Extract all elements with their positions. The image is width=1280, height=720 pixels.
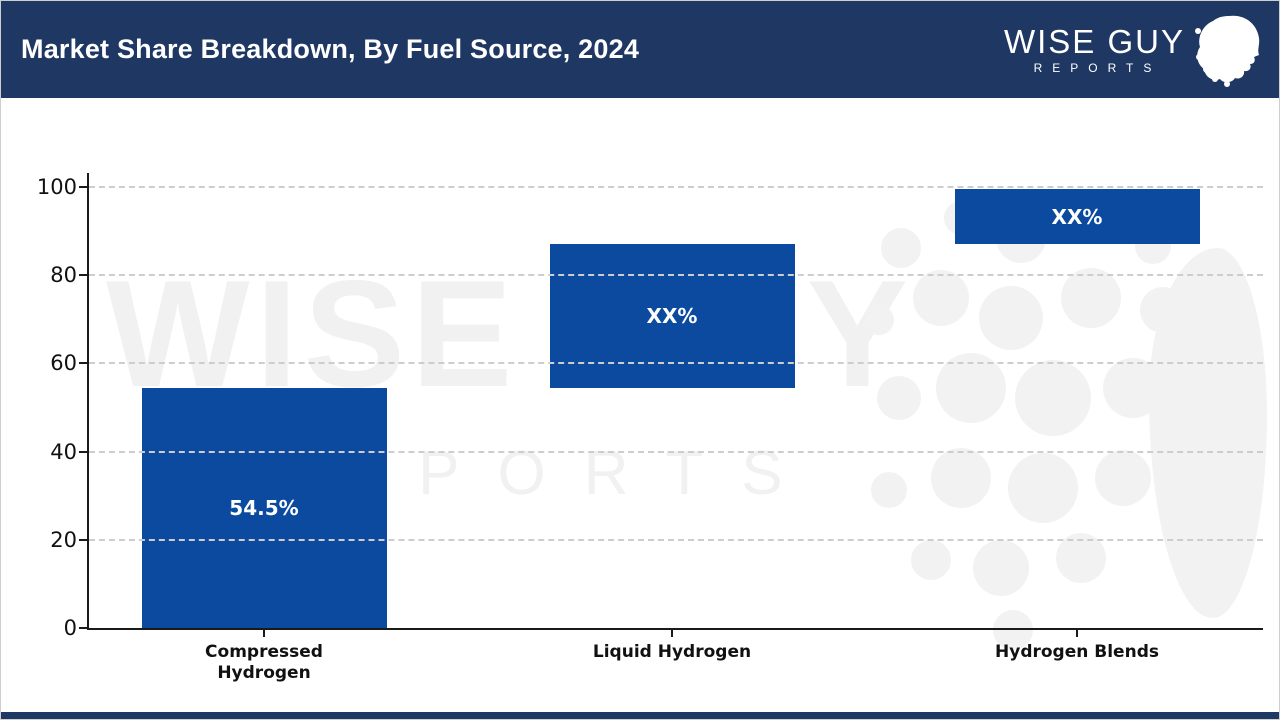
watermark-dot (1140, 287, 1186, 333)
watermark-dot (911, 540, 951, 580)
bar-segment (141, 387, 387, 628)
y-tick-mark (79, 538, 87, 541)
y-tick-mark (79, 274, 87, 277)
watermark-dot (973, 540, 1029, 596)
y-tick-mark (79, 186, 87, 188)
x-axis-line (87, 628, 1263, 630)
watermark-dot (931, 448, 991, 508)
gridline (89, 362, 1263, 365)
footer-bar (1, 712, 1279, 719)
x-category-label: Compressed Hydrogen (205, 642, 323, 683)
plot-canvas: WISE GUY REPORTS 54.5% XX% XX% 0 20 40 60 80 100… (1, 98, 1279, 714)
bar-value-label: 54.5% (229, 495, 299, 520)
gridline (89, 450, 1263, 453)
bar-segment (954, 189, 1200, 245)
watermark-dot (1061, 268, 1121, 328)
chart-title: Market Share Breakdown, By Fuel Source, … (21, 34, 640, 64)
brand-logo-name: WISE GUY (1003, 23, 1185, 60)
y-tick-label: 100 (36, 175, 77, 199)
x-tick-mark (671, 630, 673, 637)
watermark-dot (979, 286, 1043, 350)
y-tick-label: 60 (50, 351, 77, 376)
x-tick-mark (1076, 630, 1078, 637)
header-bar: Market Share Breakdown, By Fuel Source, … (1, 1, 1279, 98)
gridline (89, 538, 1263, 541)
y-tick-label: 0 (63, 616, 77, 640)
watermark-dot (1015, 360, 1091, 436)
x-category-label: Hydrogen Blends (995, 642, 1159, 662)
gridline (89, 186, 1263, 188)
x-tick-mark (263, 630, 265, 637)
watermark-dot (1095, 450, 1151, 506)
x-category-label: Liquid Hydrogen (592, 642, 752, 662)
y-tick-label: 40 (50, 439, 77, 464)
watermark-dot (936, 353, 1006, 423)
y-tick-mark (79, 362, 87, 365)
watermark-dot (1008, 453, 1078, 523)
y-tick-label: 80 (50, 263, 77, 288)
dotted-head-logo-icon (1195, 15, 1260, 87)
brand-logo-tagline: REPORTS (1033, 61, 1162, 75)
watermark-dot (913, 270, 969, 326)
brand-logo-text: WISE GUY REPORTS (1004, 25, 1185, 74)
bar-value-label: XX% (1051, 204, 1103, 229)
brand-logo: WISE GUY REPORTS (1004, 13, 1263, 87)
watermark-dot (877, 376, 921, 420)
watermark-dot (864, 305, 894, 335)
watermark-dot (881, 228, 921, 268)
watermark-dot (1103, 358, 1163, 418)
y-tick-label: 20 (50, 527, 77, 552)
watermark-dot (993, 610, 1033, 650)
gridline (89, 274, 1263, 277)
y-axis-line (87, 173, 89, 630)
watermark-dot (871, 472, 907, 508)
y-tick-mark (79, 627, 87, 629)
bar-value-label: XX% (646, 303, 698, 328)
y-tick-mark (79, 450, 87, 453)
watermark-dot (1056, 533, 1106, 583)
